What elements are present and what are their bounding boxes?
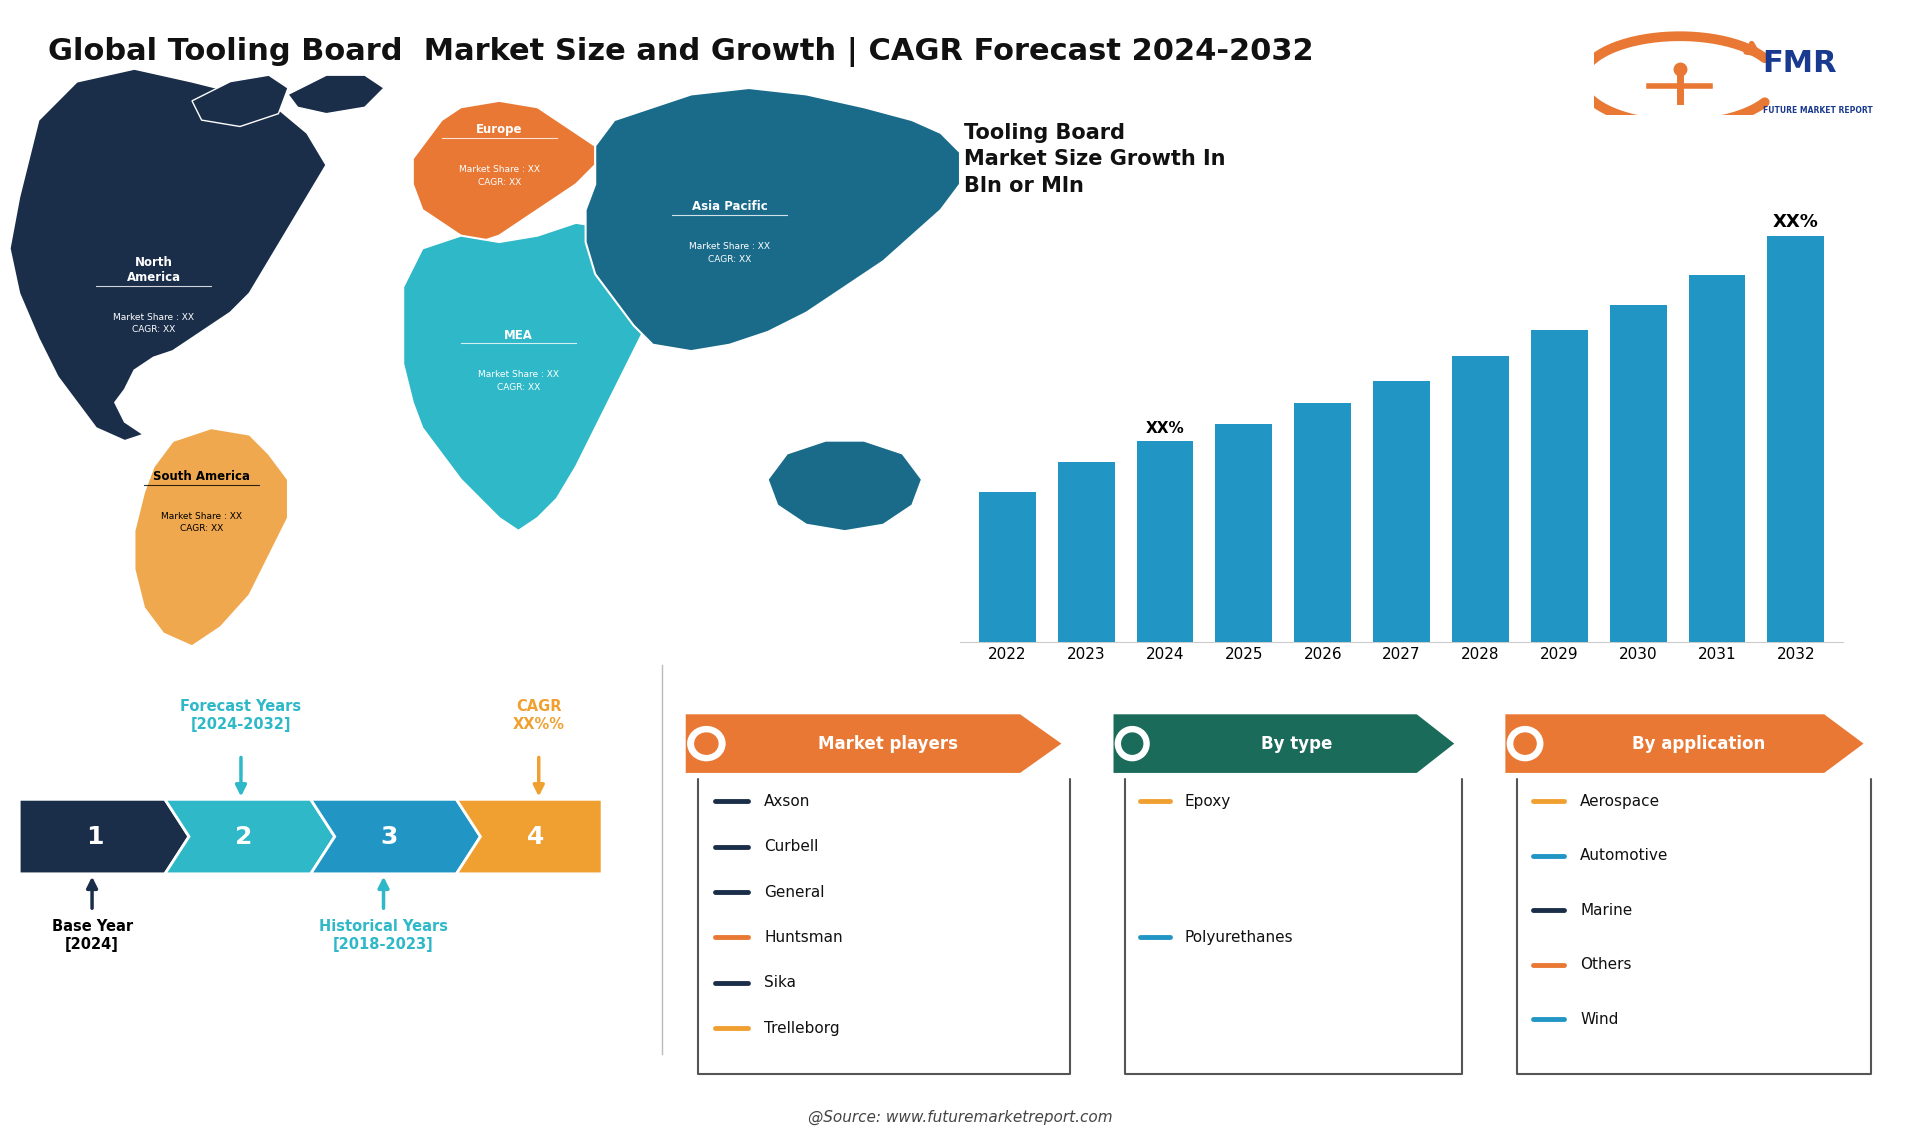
Polygon shape [768,441,922,531]
Text: Market players: Market players [818,735,958,753]
Polygon shape [403,222,653,531]
Text: North
America: North America [127,256,180,284]
Text: Axson: Axson [764,794,810,809]
Text: MEA: MEA [503,329,534,342]
Polygon shape [1114,714,1453,772]
Polygon shape [134,429,288,646]
Text: Historical Years
[2018-2023]: Historical Years [2018-2023] [319,919,447,952]
Circle shape [1507,727,1544,761]
Polygon shape [1505,714,1864,772]
Text: XX%: XX% [1146,421,1185,435]
Bar [1609,305,1667,642]
Text: Trelleborg: Trelleborg [764,1021,839,1036]
Text: Global Tooling Board  Market Size and Growth | CAGR Forecast 2024-2032: Global Tooling Board Market Size and Gro… [48,37,1313,66]
Polygon shape [311,800,480,873]
Text: Market Share : XX
CAGR: XX: Market Share : XX CAGR: XX [459,165,540,187]
Text: Polyurethanes: Polyurethanes [1185,929,1294,945]
Text: Curbell: Curbell [764,839,818,854]
Text: @Source: www.futuremarketreport.com: @Source: www.futuremarketreport.com [808,1110,1112,1125]
Bar [1294,402,1352,642]
Text: Market Share : XX
CAGR: XX: Market Share : XX CAGR: XX [689,242,770,264]
Text: Market Share : XX
CAGR: XX: Market Share : XX CAGR: XX [478,370,559,392]
Text: Aerospace: Aerospace [1580,794,1661,809]
Text: By type: By type [1261,735,1332,753]
Polygon shape [413,101,595,242]
Bar [1452,355,1509,642]
Text: South America: South America [154,470,250,482]
Text: Sika: Sika [764,975,797,990]
Polygon shape [165,800,334,873]
Text: 4: 4 [526,825,543,848]
Bar [1058,463,1114,642]
Circle shape [687,727,726,761]
Text: 2: 2 [234,825,253,848]
Text: Base Year
[2024]: Base Year [2024] [52,919,132,952]
Text: Tooling Board
Market Size Growth In
Bln or Mln: Tooling Board Market Size Growth In Bln … [964,123,1225,196]
Text: General: General [764,885,826,900]
Bar [1530,330,1588,642]
Text: Asia Pacific: Asia Pacific [691,201,768,213]
Text: 1: 1 [86,825,104,848]
Bar [1373,382,1430,642]
Bar [979,493,1035,642]
Polygon shape [288,76,384,113]
Circle shape [1515,733,1536,754]
Circle shape [1116,727,1148,761]
Text: 3: 3 [380,825,397,848]
Text: Others: Others [1580,957,1632,972]
Text: Epoxy: Epoxy [1185,794,1231,809]
Text: Automotive: Automotive [1580,848,1668,863]
Text: Marine: Marine [1580,903,1632,918]
Text: Market Share : XX
CAGR: XX: Market Share : XX CAGR: XX [113,313,194,335]
Polygon shape [19,800,188,873]
Bar [1215,424,1273,642]
Polygon shape [192,76,288,126]
Text: CAGR
XX%%: CAGR XX%% [513,699,564,732]
Text: By application: By application [1632,735,1764,753]
Text: FUTURE MARKET REPORT: FUTURE MARKET REPORT [1763,105,1872,115]
Bar [1137,441,1194,642]
Text: Forecast Years
[2024-2032]: Forecast Years [2024-2032] [180,699,301,732]
Polygon shape [457,800,603,873]
Text: XX%: XX% [1772,213,1818,231]
Polygon shape [10,69,326,441]
Text: Wind: Wind [1580,1012,1619,1027]
Bar [1768,236,1824,642]
Text: Huntsman: Huntsman [764,929,843,945]
Circle shape [1121,733,1142,754]
Text: Market Share : XX
CAGR: XX: Market Share : XX CAGR: XX [161,511,242,533]
Polygon shape [586,88,960,351]
Bar [1690,275,1745,642]
Circle shape [695,733,718,754]
Polygon shape [685,714,1062,772]
Text: Europe: Europe [476,123,522,136]
Text: FMR: FMR [1763,49,1837,78]
